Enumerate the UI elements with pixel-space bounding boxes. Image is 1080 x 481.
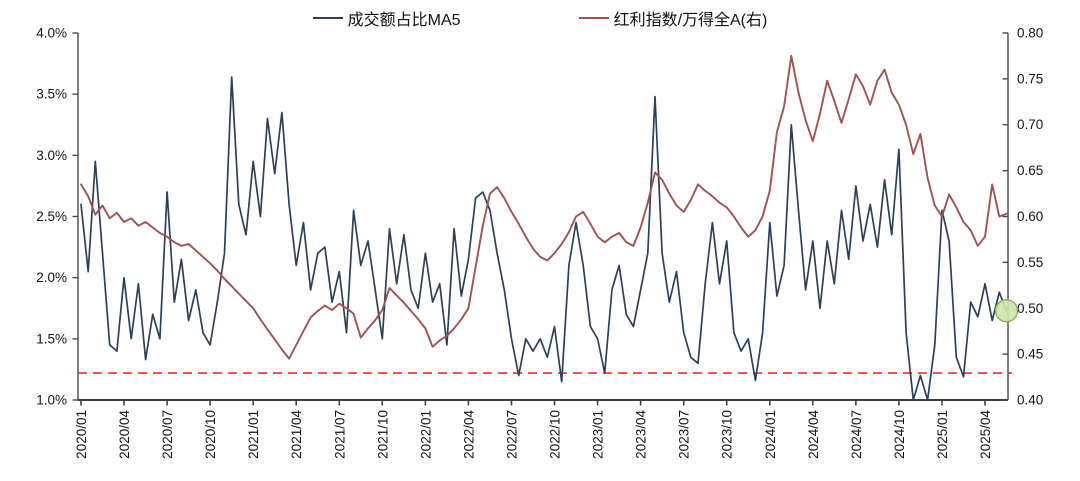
x-axis-tick-label: 2022/01 <box>418 410 433 459</box>
ma5-line <box>80 76 1008 401</box>
x-axis-tick-label: 2024/07 <box>849 410 864 459</box>
x-axis-tick-label: 2020/04 <box>117 410 132 459</box>
x-axis-tick-label: 2021/10 <box>375 410 390 459</box>
right-axis-tick-label: 0.50 <box>1017 301 1043 316</box>
x-axis-tick-label: 2025/04 <box>978 410 993 459</box>
x-axis-tick-label: 2021/01 <box>246 410 261 459</box>
dividend-ratio-line-swatch <box>578 17 609 19</box>
x-axis-tick-label: 2021/07 <box>332 410 347 459</box>
latest-value-marker <box>994 299 1019 323</box>
x-axis-tick-label: 2021/04 <box>289 410 304 459</box>
x-axis-tick-label: 2020/10 <box>203 410 218 459</box>
left-axis-tick-label: 1.0% <box>36 393 67 408</box>
x-axis-tick-label: 2024/01 <box>763 410 778 459</box>
x-axis-tick-label: 2020/01 <box>74 410 89 459</box>
dividend-ratio-line <box>80 54 1008 360</box>
ma5-legend-label: 成交额占比MA5 <box>347 12 461 29</box>
x-axis-tick-label: 2023/04 <box>634 410 649 459</box>
x-axis-tick-label: 2024/04 <box>806 410 821 459</box>
x-axis-tick-label: 2025/01 <box>935 410 950 459</box>
x-axis-tick-label: 2023/01 <box>591 410 606 459</box>
x-axis-tick-label: 2023/10 <box>720 410 735 459</box>
right-axis-tick-label: 0.65 <box>1017 163 1043 178</box>
left-axis-tick-label: 3.0% <box>36 148 67 163</box>
x-axis-tick-label: 2022/04 <box>461 410 476 459</box>
x-axis-tick-label: 2024/10 <box>892 410 907 459</box>
legend-item-dividend-ratio: 红利指数/万得全A(右) <box>578 6 768 30</box>
left-axis-tick-label: 2.0% <box>36 270 67 285</box>
dividend-ratio-legend-label: 红利指数/万得全A(右) <box>613 12 768 29</box>
left-axis-tick-label: 4.0% <box>36 26 67 41</box>
right-axis-tick-label: 0.55 <box>1017 255 1043 270</box>
right-axis-tick-label: 0.40 <box>1017 393 1043 408</box>
left-axis-tick-label: 2.5% <box>36 209 67 224</box>
left-axis-tick-label: 1.5% <box>36 331 67 346</box>
x-axis-tick-label: 2022/10 <box>548 410 563 459</box>
chart-legend: 成交额占比MA5 红利指数/万得全A(右) <box>0 6 1080 30</box>
ma5-line-swatch <box>312 17 343 19</box>
left-axis-tick-label: 3.5% <box>36 87 67 102</box>
right-axis-tick-label: 0.75 <box>1017 71 1043 86</box>
x-axis-tick-label: 2022/07 <box>505 410 520 459</box>
legend-item-ma5: 成交额占比MA5 <box>312 6 461 30</box>
right-axis-tick-label: 0.60 <box>1017 209 1043 224</box>
x-axis-tick-label: 2023/07 <box>677 410 692 459</box>
right-axis-tick-label: 0.80 <box>1017 26 1043 41</box>
right-axis-tick-label: 0.70 <box>1017 117 1043 132</box>
x-axis-tick-label: 2020/07 <box>160 410 175 459</box>
right-axis-tick-label: 0.45 <box>1017 347 1043 362</box>
